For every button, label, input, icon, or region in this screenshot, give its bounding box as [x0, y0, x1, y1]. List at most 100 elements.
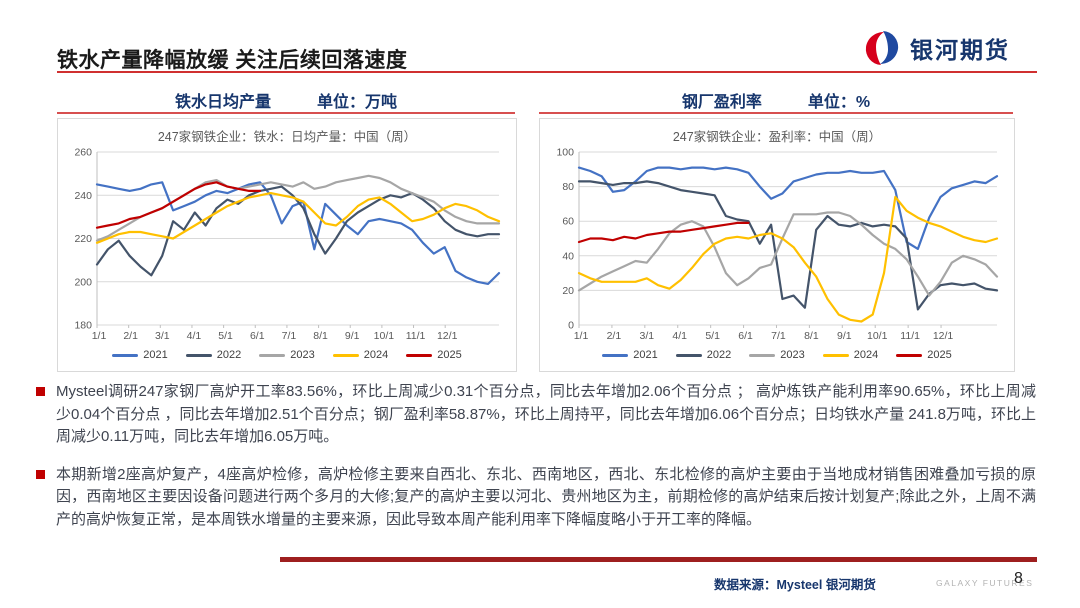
legend-swatch-2021 — [602, 353, 629, 357]
x-tick-label: 11/1 — [900, 330, 920, 342]
bullet-item: Mysteel调研247家钢厂高炉开工率83.56%，环比上周减少0.31个百分… — [36, 381, 1036, 449]
legend-label: 2022 — [216, 349, 242, 361]
legend-item-2022: 2022 — [185, 349, 242, 361]
legend-item-2024: 2024 — [822, 349, 879, 361]
series-line-2021 — [95, 181, 501, 285]
data-source: 数据来源：Mysteel 银河期货 — [714, 578, 876, 592]
brand-name: 银河期货 — [910, 37, 1010, 63]
legend-swatch-2025 — [406, 353, 433, 357]
series-line-2023 — [577, 211, 999, 297]
legend-swatch-2025 — [896, 353, 923, 357]
x-tick-label: 3/1 — [155, 330, 170, 342]
bullet-square-icon — [36, 469, 45, 479]
x-tick-label: 2/1 — [607, 330, 622, 342]
legend-label: 2024 — [363, 349, 389, 361]
legend-swatch-2023 — [749, 353, 776, 357]
chart-header-underline-right — [539, 112, 1013, 114]
x-tick-label: 3/1 — [640, 330, 655, 342]
series-line-2024 — [577, 195, 999, 323]
y-tick-label: 60 — [562, 216, 574, 228]
y-tick-label: 200 — [74, 276, 92, 288]
y-tick-label: 240 — [74, 190, 92, 202]
production-chart-box: 247家钢铁企业：铁水：日均产量：中国（周） 180 200 220 240 260 1/… — [57, 118, 517, 372]
legend-item-2023: 2023 — [259, 349, 315, 361]
production-chart-svg: 180 200 220 240 260 1/1 2/1 3/1 4/1 5/1 6/1 7/1 8/1 9… — [74, 147, 501, 342]
legend-item-2023: 2023 — [749, 349, 805, 361]
production-chart-legend: 2021 2022 2023 2024 2025 — [58, 343, 516, 367]
series-line-2024 — [95, 191, 501, 244]
x-tick-label: 7/1 — [282, 330, 297, 342]
legend-label: 2023 — [780, 349, 805, 361]
chart-header-title: 钢厂盈利率 — [681, 94, 762, 111]
legend-swatch-2022 — [185, 353, 212, 357]
x-tick-label: 8/1 — [313, 330, 328, 342]
series-line-2025 — [95, 181, 262, 229]
chart-header-unit: 单位：万吨 — [317, 94, 398, 111]
legend-label: 2025 — [927, 349, 952, 361]
y-tick-label: 260 — [74, 147, 92, 159]
legend-label: 2022 — [706, 349, 732, 361]
legend-label: 2024 — [853, 349, 879, 361]
legend-swatch-2024 — [822, 353, 849, 357]
galaxy-swirl-icon — [865, 31, 899, 65]
legend-item-2022: 2022 — [675, 349, 732, 361]
series-line-2022 — [577, 180, 999, 311]
profit-chart-svg: 0 20 40 60 80 100 1/1 2/1 3/1 4/1 5/1 6/1 7/1 8/1 9/1 1… — [556, 147, 999, 342]
legend-item-2025: 2025 — [406, 349, 462, 361]
title-underline — [57, 71, 1037, 73]
x-tick-label: 5/1 — [705, 330, 720, 342]
x-tick-label: 10/1 — [374, 330, 395, 342]
bullet-item: 本期新增2座高炉复产，4座高炉检修，高炉检修主要来自西北、东北、西南地区，西北、… — [36, 464, 1036, 532]
x-tick-label: 10/1 — [867, 330, 888, 342]
x-tick-label: 2/1 — [123, 330, 138, 342]
legend-swatch-2021 — [112, 353, 139, 357]
profit-chart-box: 247家钢铁企业：盈利率：中国（周） 0 20 40 60 80 100 1/1 2/1 3/1… — [539, 118, 1015, 372]
bullet-square-icon — [36, 387, 45, 396]
series-line-2023 — [95, 174, 501, 242]
x-tick-label: 8/1 — [804, 330, 819, 342]
legend-label: 2021 — [143, 349, 168, 361]
y-tick-label: 100 — [556, 147, 574, 159]
legend-item-2021: 2021 — [112, 349, 168, 361]
bullet-text: 本期新增2座高炉复产，4座高炉检修，高炉检修主要来自西北、东北、西南地区，西北、… — [56, 465, 1036, 528]
legend-swatch-2023 — [259, 353, 286, 357]
chart-header-right: 钢厂盈利率 单位：% — [539, 88, 1013, 112]
legend-swatch-2024 — [332, 353, 359, 357]
analysis-bullets: Mysteel调研247家钢厂高炉开工率83.56%，环比上周减少0.31个百分… — [36, 381, 1036, 546]
x-tick-label: 9/1 — [345, 330, 360, 342]
series-line-2025 — [577, 221, 750, 244]
x-tick-label: 1/1 — [92, 330, 107, 342]
bullet-text: Mysteel调研247家钢厂高炉开工率83.56%，环比上周减少0.31个百分… — [56, 383, 1036, 445]
brand-logo: 银河期货 — [862, 28, 1010, 68]
y-tick-label: 220 — [74, 233, 92, 245]
x-tick-label: 12/1 — [437, 330, 458, 342]
x-tick-label: 6/1 — [250, 330, 265, 342]
x-tick-label: 4/1 — [672, 330, 687, 342]
x-tick-label: 11/1 — [406, 330, 426, 342]
x-tick-label: 1/1 — [574, 330, 589, 342]
y-tick-label: 20 — [562, 285, 574, 297]
page-number: 8 — [1014, 570, 1023, 587]
x-tick-label: 7/1 — [771, 330, 786, 342]
legend-item-2024: 2024 — [332, 349, 389, 361]
production-chart-title: 247家钢铁企业：铁水：日均产量：中国（周） — [157, 130, 417, 144]
x-tick-label: 6/1 — [738, 330, 753, 342]
x-tick-label: 9/1 — [837, 330, 852, 342]
x-tick-label: 4/1 — [187, 330, 202, 342]
legend-item-2025: 2025 — [896, 349, 952, 361]
profit-chart-title: 247家钢铁企业：盈利率：中国（周） — [672, 130, 882, 144]
y-tick-label: 0 — [568, 320, 574, 332]
profit-chart-legend: 2021 2022 2023 2024 2025 — [540, 343, 1014, 367]
y-tick-label: 80 — [562, 181, 574, 193]
x-tick-label: 5/1 — [218, 330, 233, 342]
legend-label: 2025 — [437, 349, 462, 361]
legend-swatch-2022 — [675, 353, 702, 357]
chart-header-underline-left — [57, 112, 515, 114]
series-line-2022 — [95, 185, 501, 277]
y-tick-label: 180 — [74, 320, 92, 332]
page-title: 铁水产量降幅放缓 关注后续回落速度 — [57, 49, 408, 73]
y-tick-label: 40 — [562, 250, 574, 262]
bottom-red-bar — [280, 557, 1037, 562]
legend-label: 2021 — [633, 349, 658, 361]
